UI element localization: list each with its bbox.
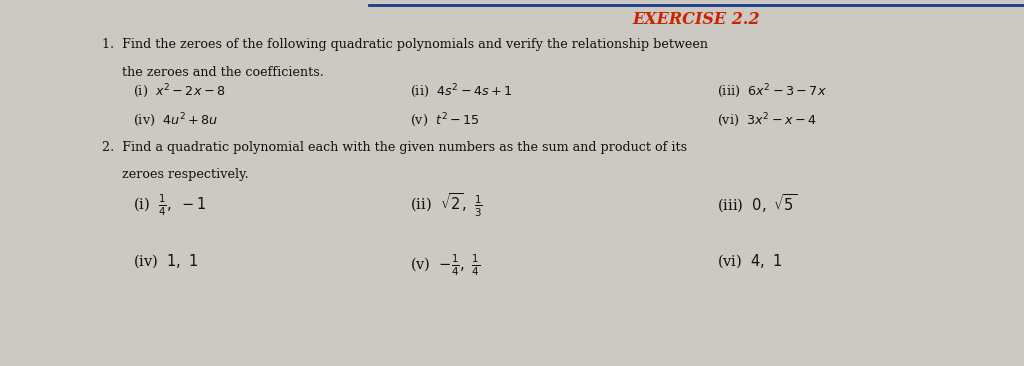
Text: (iii)  $0,\ \sqrt{5}$: (iii) $0,\ \sqrt{5}$ bbox=[717, 192, 797, 215]
Text: (ii)  $\sqrt{2},\ \frac{1}{3}$: (ii) $\sqrt{2},\ \frac{1}{3}$ bbox=[410, 192, 482, 219]
Text: 1.  Find the zeroes of the following quadratic polynomials and verify the relati: 1. Find the zeroes of the following quad… bbox=[102, 38, 709, 52]
Text: (ii)  $4s^2-4s+1$: (ii) $4s^2-4s+1$ bbox=[410, 82, 512, 100]
Text: (vi)  $4,\ 1$: (vi) $4,\ 1$ bbox=[717, 253, 782, 270]
Text: zeroes respectively.: zeroes respectively. bbox=[102, 168, 249, 182]
Text: (v)  $t^2-15$: (v) $t^2-15$ bbox=[410, 112, 479, 129]
Text: 2.  Find a quadratic polynomial each with the given numbers as the sum and produ: 2. Find a quadratic polynomial each with… bbox=[102, 141, 687, 154]
Text: (i)  $\frac{1}{4},\ -1$: (i) $\frac{1}{4},\ -1$ bbox=[133, 192, 207, 217]
Text: the zeroes and the coefficients.: the zeroes and the coefficients. bbox=[102, 66, 325, 79]
Text: (iv)  $4u^2+8u$: (iv) $4u^2+8u$ bbox=[133, 112, 218, 129]
Text: (i)  $x^2-2x-8$: (i) $x^2-2x-8$ bbox=[133, 82, 225, 100]
Text: (iii)  $6x^2-3-7x$: (iii) $6x^2-3-7x$ bbox=[717, 82, 826, 100]
Text: (iv)  $1,\ 1$: (iv) $1,\ 1$ bbox=[133, 253, 199, 270]
Text: EXERCISE 2.2: EXERCISE 2.2 bbox=[633, 11, 760, 28]
Text: (vi)  $3x^2-x-4$: (vi) $3x^2-x-4$ bbox=[717, 112, 816, 129]
Text: (v)  $-\frac{1}{4},\ \frac{1}{4}$: (v) $-\frac{1}{4},\ \frac{1}{4}$ bbox=[410, 253, 480, 278]
